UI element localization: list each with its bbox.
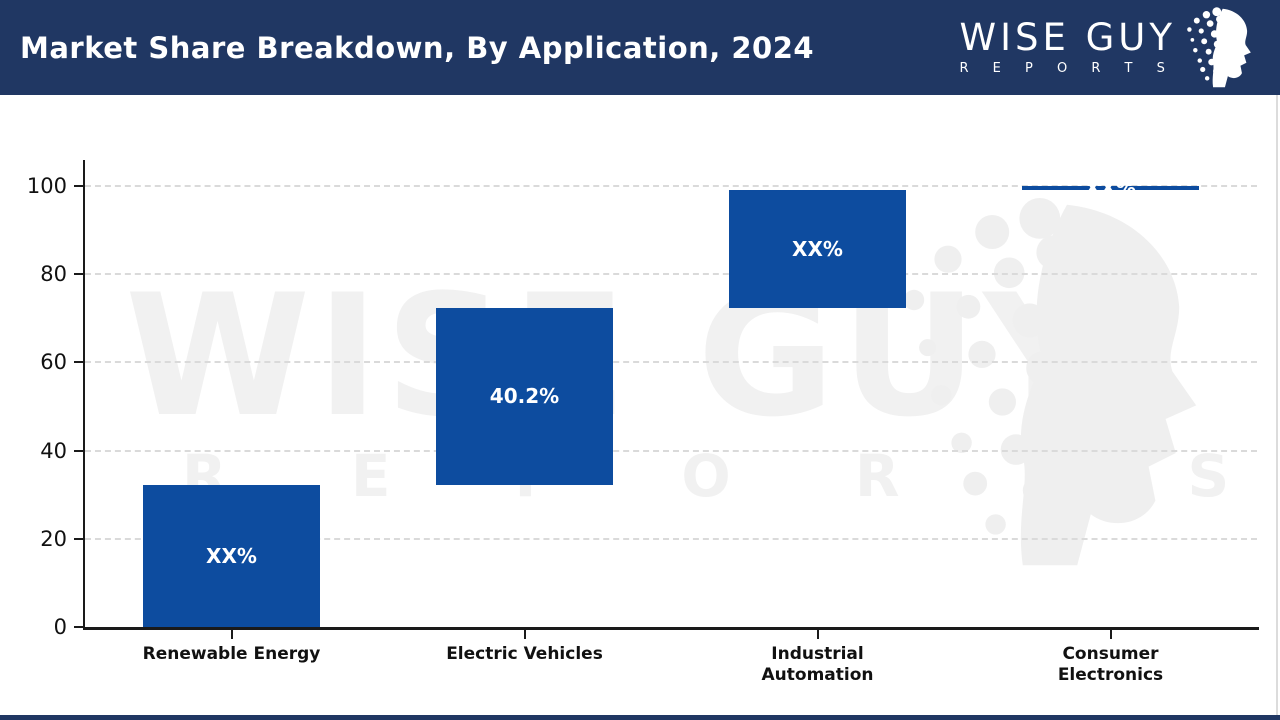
bar-industrial-automation <box>729 189 906 308</box>
bar-label-consumer-electronics: XX% <box>1085 175 1136 200</box>
y-tick-mark-100 <box>74 185 85 187</box>
x-label-industrial-automation: Industrial Automation <box>718 644 918 686</box>
gridline-60 <box>85 361 1257 364</box>
bar-label-renewable-energy: XX% <box>206 544 257 568</box>
y-axis-line <box>83 160 85 628</box>
y-tick-label-80: 80 <box>40 262 67 287</box>
brand-logo-text: WISE GUY R E P O R T S <box>959 16 1176 76</box>
bar-electric-vehicles <box>436 307 613 485</box>
x-label-electric-vehicles: Electric Vehicles <box>425 644 625 665</box>
gridline-20 <box>85 537 1257 540</box>
y-tick-mark-20 <box>74 537 85 540</box>
x-axis-line <box>83 627 1259 630</box>
head-profile-logo-icon <box>1187 6 1251 87</box>
brand-logo: WISE GUY R E P O R T S <box>959 6 1256 89</box>
x-tick-mark-consumer-electronics <box>1109 630 1112 639</box>
y-tick-label-100: 100 <box>26 174 67 198</box>
watermark-head-profile-icon <box>903 198 1197 566</box>
gridline-80 <box>85 273 1257 276</box>
x-tick-mark-electric-vehicles <box>523 630 526 639</box>
bar-label-electric-vehicles: 40.2% <box>489 384 560 409</box>
x-label-renewable-energy: Renewable Energy <box>132 644 332 665</box>
y-tick-label-60: 60 <box>40 350 67 375</box>
footer-bar <box>0 715 1280 720</box>
x-label-line: Renewable Energy <box>142 644 321 664</box>
page-title: Market Share Breakdown, By Application, … <box>20 30 815 65</box>
watermark-wordmark: WISE GUY <box>125 258 1112 454</box>
bar-consumer-electronics <box>1022 186 1199 190</box>
plot-area: 0 20 40 60 80 100 XX% Renewable Energy 40.2% Elec… <box>27 160 1259 685</box>
x-label-consumer-electronics: Consumer Electronics <box>1011 644 1211 686</box>
x-tick-mark-industrial-automation <box>816 630 819 639</box>
brand-name: WISE GUY <box>959 16 1176 60</box>
x-tick-mark-renewable-energy <box>230 630 233 639</box>
x-label-line: Industrial <box>771 644 864 664</box>
x-label-line: Electronics <box>1057 665 1164 685</box>
y-tick-label-20: 20 <box>40 526 67 551</box>
x-label-line: Electric Vehicles <box>446 644 603 664</box>
y-tick-mark-80 <box>74 273 85 276</box>
x-label-line: Automation <box>761 665 874 685</box>
x-label-line: Consumer <box>1062 644 1159 664</box>
bar-label-industrial-automation: XX% <box>792 236 843 261</box>
bar-renewable-energy <box>143 485 320 627</box>
right-border-line <box>1276 95 1278 715</box>
gridline-40 <box>85 449 1257 452</box>
y-tick-mark-0 <box>74 626 85 628</box>
y-tick-label-0: 0 <box>53 615 67 639</box>
gridline-100 <box>85 185 1257 187</box>
y-tick-label-40: 40 <box>40 438 67 463</box>
header-bar: Market Share Breakdown, By Application, … <box>0 0 1280 95</box>
brand-subtitle: R E P O R T S <box>959 60 1175 76</box>
y-tick-mark-40 <box>74 449 85 452</box>
y-tick-mark-60 <box>74 361 85 364</box>
